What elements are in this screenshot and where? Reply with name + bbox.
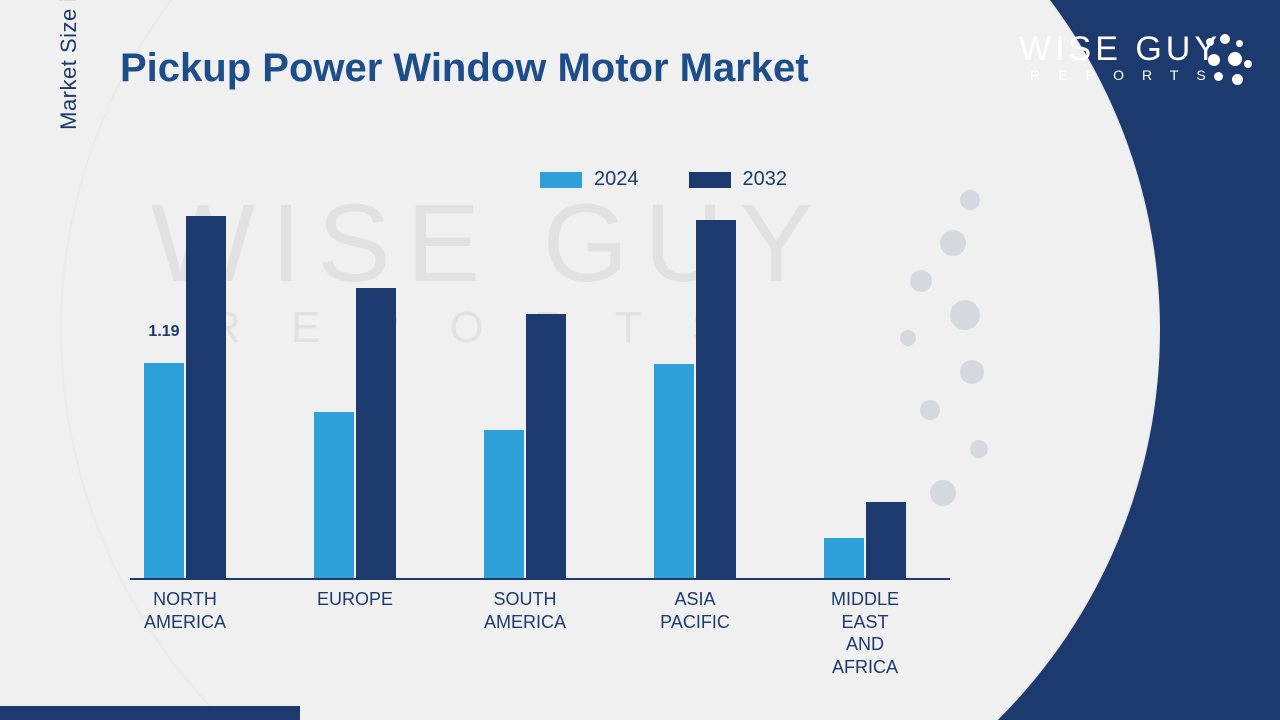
bar [526, 314, 566, 578]
bar [866, 502, 906, 578]
bar [824, 538, 864, 578]
legend-label: 2024 [594, 168, 639, 191]
bar [356, 288, 396, 578]
bar [186, 216, 226, 578]
legend-swatch-icon [689, 172, 731, 188]
brand-logo: WISE GUY REPORTS [990, 30, 1250, 83]
bar [144, 363, 184, 578]
plot-area: 1.19 [130, 200, 950, 580]
category-label: SOUTHAMERICA [455, 588, 595, 633]
bar-chart: 1.19 NORTHAMERICAEUROPESOUTHAMERICAASIAP… [130, 200, 950, 580]
chart-legend: 2024 2032 [540, 168, 787, 191]
legend-label: 2032 [743, 168, 788, 191]
bar [314, 412, 354, 578]
category-label: ASIAPACIFIC [625, 588, 765, 633]
legend-item: 2032 [689, 168, 788, 191]
y-axis-label: Market Size in USD Billion [56, 0, 82, 190]
bar-value-label: 1.19 [148, 323, 179, 341]
bar [696, 220, 736, 578]
legend-item: 2024 [540, 168, 639, 191]
bar [654, 364, 694, 578]
brand-logo-head-icon [1200, 34, 1256, 90]
legend-swatch-icon [540, 172, 582, 188]
category-label: NORTHAMERICA [115, 588, 255, 633]
chart-title: Pickup Power Window Motor Market [120, 46, 809, 91]
bottom-accent-strip [0, 706, 300, 720]
bar [484, 430, 524, 578]
stage: WISE GUY REPORTS Pickup Power Window Mot… [0, 0, 1280, 720]
category-label: EUROPE [285, 588, 425, 611]
category-label: MIDDLEEASTANDAFRICA [795, 588, 935, 678]
